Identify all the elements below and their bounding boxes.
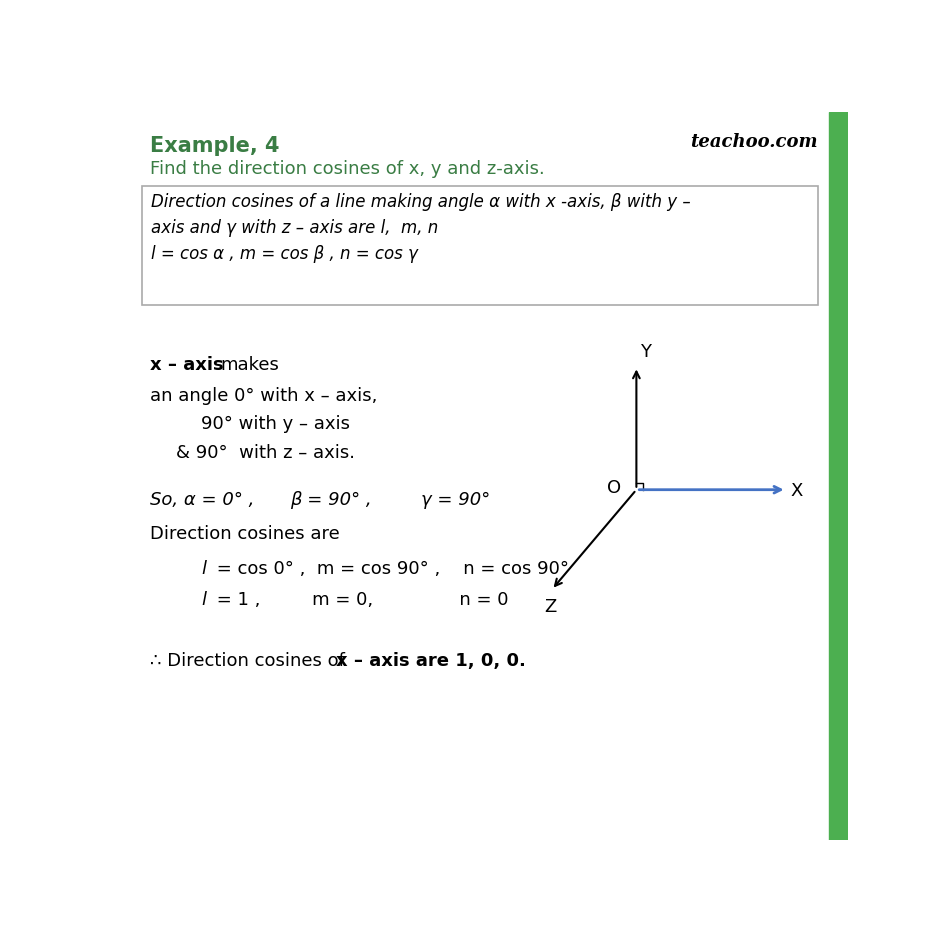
Text: = 1 ,         m = 0,               n = 0: = 1 , m = 0, n = 0 <box>211 590 508 608</box>
Text: teachoo.com: teachoo.com <box>689 132 817 150</box>
Text: 90° with y – axis: 90° with y – axis <box>201 414 350 432</box>
Text: So, α = 0° ,: So, α = 0° , <box>149 490 254 508</box>
Text: l: l <box>201 560 206 578</box>
Text: Y: Y <box>639 343 650 361</box>
Text: l = cos α , m = cos β , n = cos γ: l = cos α , m = cos β , n = cos γ <box>151 244 417 262</box>
Text: X: X <box>789 481 801 499</box>
Text: x – axis are 1, 0, 0.: x – axis are 1, 0, 0. <box>336 651 526 669</box>
Text: axis and γ with z – axis are l,  m, n: axis and γ with z – axis are l, m, n <box>151 219 438 237</box>
Text: γ = 90°: γ = 90° <box>420 490 490 508</box>
Text: an angle 0° with x – axis,: an angle 0° with x – axis, <box>149 386 377 404</box>
Text: x – axis: x – axis <box>149 356 229 374</box>
Text: O: O <box>606 478 620 497</box>
Text: Direction cosines of a line making angle α with x -axis, β with y –: Direction cosines of a line making angle… <box>151 193 690 211</box>
Text: l: l <box>201 590 206 608</box>
Text: Find the direction cosines of x, y and z-axis.: Find the direction cosines of x, y and z… <box>149 160 544 177</box>
Text: β = 90° ,: β = 90° , <box>290 490 371 508</box>
Text: Example, 4: Example, 4 <box>149 136 279 157</box>
Bar <box>828 113 847 840</box>
Text: Direction cosines are: Direction cosines are <box>149 525 339 543</box>
Text: makes: makes <box>220 356 279 374</box>
FancyBboxPatch shape <box>142 186 818 306</box>
Text: & 90°  with z – axis.: & 90° with z – axis. <box>176 444 355 462</box>
Text: = cos 0° ,  m = cos 90° ,    n = cos 90°: = cos 0° , m = cos 90° , n = cos 90° <box>211 560 568 578</box>
Text: Z: Z <box>544 598 556 615</box>
Text: ∴ Direction cosines of: ∴ Direction cosines of <box>149 651 350 669</box>
